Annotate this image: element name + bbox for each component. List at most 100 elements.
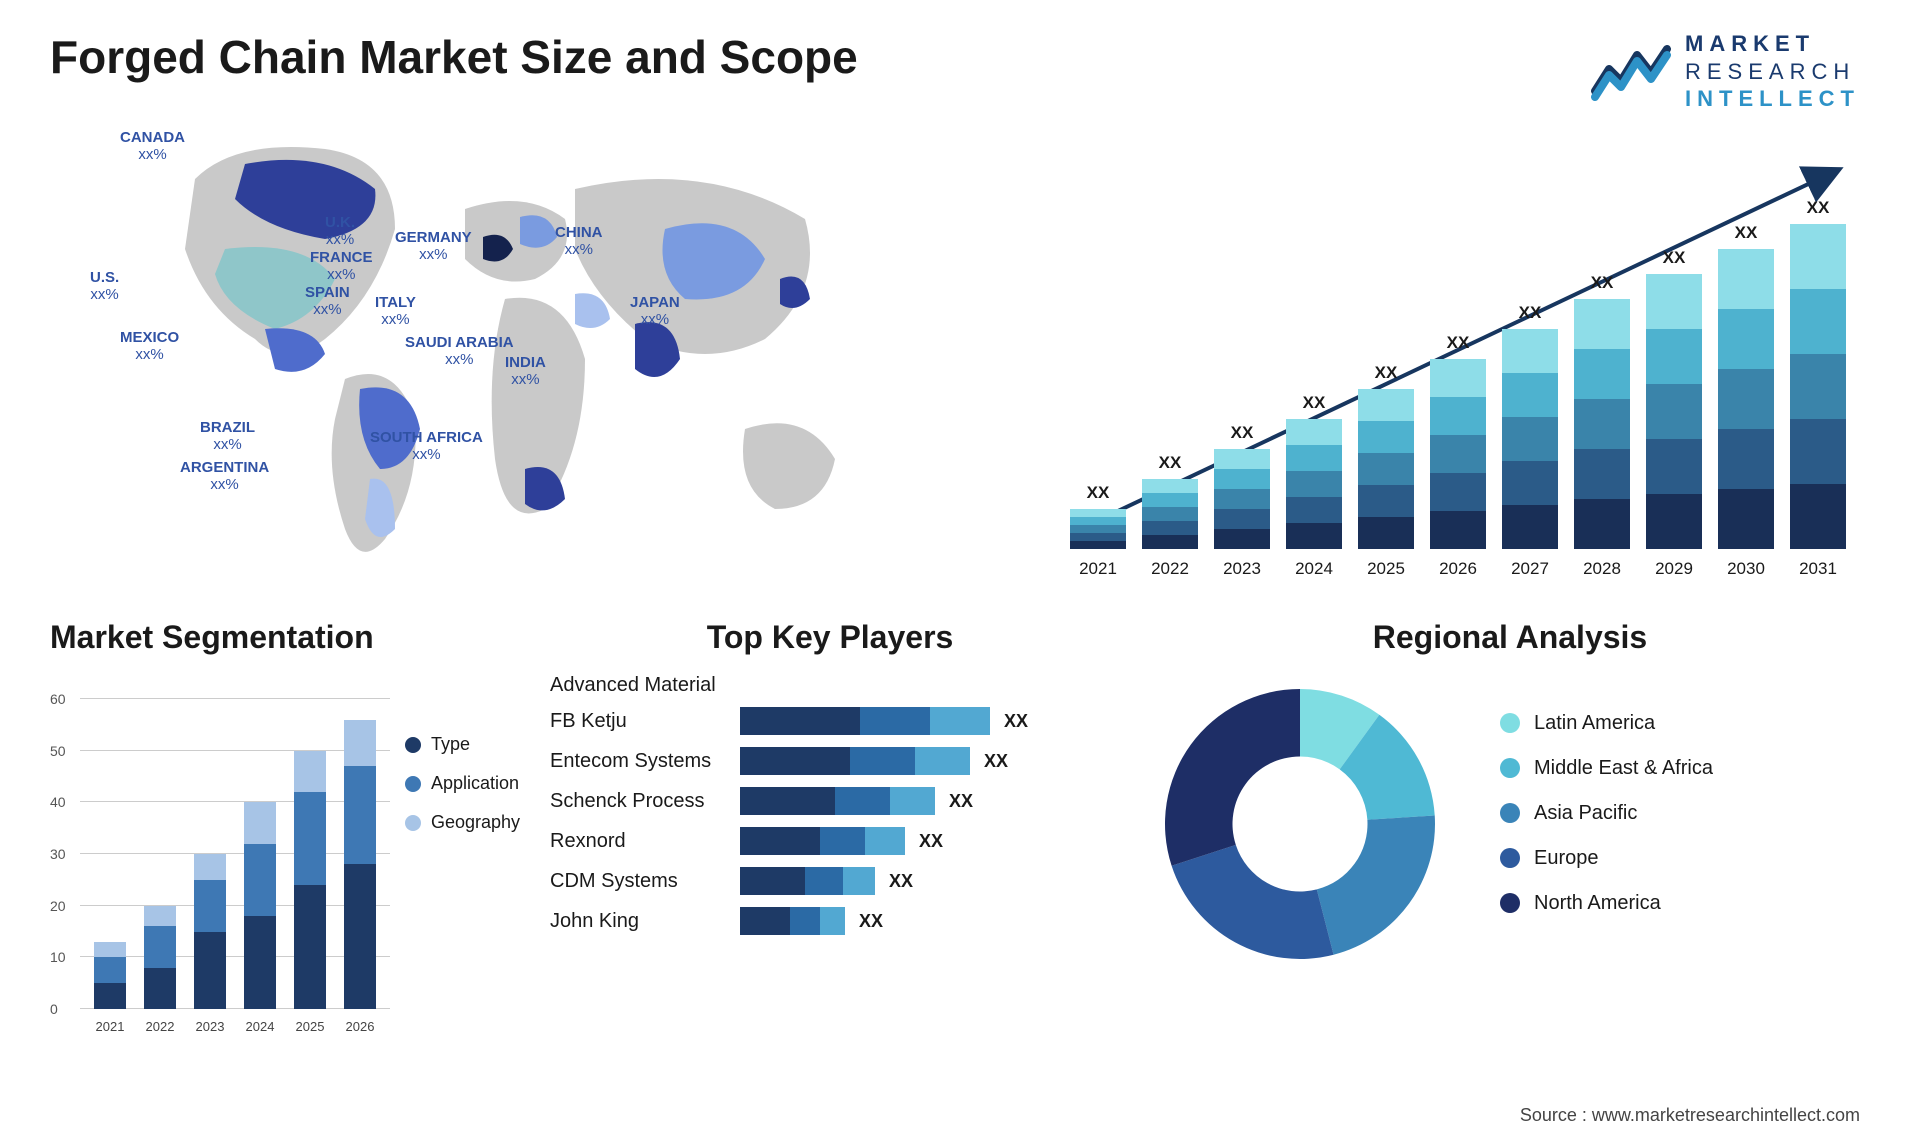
seg-xlabel: 2021 (94, 1019, 126, 1034)
seg-legend-item: Type (405, 734, 520, 755)
seg-xlabel: 2025 (294, 1019, 326, 1034)
map-label-mexico: MEXICOxx% (120, 329, 179, 364)
map-label-south-africa: SOUTH AFRICAxx% (370, 429, 483, 464)
map-label-argentina: ARGENTINAxx% (180, 459, 269, 494)
growth-xlabel: 2028 (1574, 559, 1630, 579)
growth-xlabel: 2023 (1214, 559, 1270, 579)
growth-bar-label: XX (1646, 248, 1702, 268)
player-row: John King XX (550, 907, 1110, 935)
seg-xlabel: 2022 (144, 1019, 176, 1034)
segmentation-title: Market Segmentation (50, 619, 510, 656)
growth-bar-label: XX (1574, 273, 1630, 293)
logo-text-2: RESEARCH (1685, 58, 1860, 86)
donut-slice-europe (1172, 845, 1334, 959)
growth-xlabel: 2030 (1718, 559, 1774, 579)
regional-panel: Regional Analysis Latin America Middle Ea… (1150, 619, 1870, 1079)
donut-slice-asia-pacific (1317, 816, 1435, 955)
players-title: Top Key Players (550, 619, 1110, 656)
growth-xlabel: 2025 (1358, 559, 1414, 579)
seg-ylabel: 40 (50, 794, 66, 810)
player-row: Schenck Process XX (550, 787, 1110, 815)
growth-bar-2031 (1790, 224, 1846, 549)
growth-bar-2030 (1718, 249, 1774, 549)
seg-ylabel: 20 (50, 898, 66, 914)
brand-logo: MARKET RESEARCH INTELLECT (1591, 30, 1860, 113)
seg-bar-2022 (144, 906, 176, 1009)
map-label-u-k-: U.K.xx% (325, 214, 355, 249)
seg-legend-item: Application (405, 773, 520, 794)
regional-title: Regional Analysis (1150, 619, 1870, 656)
growth-bar-2025 (1358, 389, 1414, 549)
region-legend-item: Latin America (1500, 712, 1713, 735)
source-label: Source : www.marketresearchintellect.com (1520, 1105, 1860, 1126)
map-label-italy: ITALYxx% (375, 294, 416, 329)
seg-ylabel: 60 (50, 691, 66, 707)
player-value: XX (1004, 711, 1028, 732)
players-subtitle: Advanced Material (550, 674, 1110, 697)
players-panel: Top Key Players Advanced Material FB Ket… (550, 619, 1110, 1079)
growth-xlabel: 2022 (1142, 559, 1198, 579)
player-name: Rexnord (550, 830, 740, 853)
region-legend-item: North America (1500, 892, 1713, 915)
growth-bar-2022 (1142, 479, 1198, 549)
map-label-germany: GERMANYxx% (395, 229, 472, 264)
growth-bar-2028 (1574, 299, 1630, 549)
growth-xlabel: 2029 (1646, 559, 1702, 579)
logo-text-1: MARKET (1685, 30, 1860, 58)
growth-bar-label: XX (1358, 363, 1414, 383)
player-value: XX (949, 791, 973, 812)
regional-legend: Latin America Middle East & Africa Asia Pa… (1500, 712, 1713, 937)
growth-bar-label: XX (1502, 303, 1558, 323)
seg-xlabel: 2024 (244, 1019, 276, 1034)
growth-bar-2027 (1502, 329, 1558, 549)
world-map-icon (50, 109, 980, 579)
growth-bar-label: XX (1214, 423, 1270, 443)
player-row: FB Ketju XX (550, 707, 1110, 735)
player-name: John King (550, 910, 740, 933)
growth-bar-2026 (1430, 359, 1486, 549)
map-label-saudi-arabia: SAUDI ARABIAxx% (405, 334, 514, 369)
seg-ylabel: 50 (50, 743, 66, 759)
player-name: Entecom Systems (550, 750, 740, 773)
growth-bar-label: XX (1790, 198, 1846, 218)
map-label-japan: JAPANxx% (630, 294, 680, 329)
seg-bar-2021 (94, 942, 126, 1009)
growth-xlabel: 2027 (1502, 559, 1558, 579)
map-label-india: INDIAxx% (505, 354, 546, 389)
map-label-france: FRANCExx% (310, 249, 373, 284)
growth-xlabel: 2031 (1790, 559, 1846, 579)
player-name: FB Ketju (550, 710, 740, 733)
seg-ylabel: 30 (50, 846, 66, 862)
seg-bar-2023 (194, 854, 226, 1009)
donut-slice-north-america (1165, 689, 1300, 866)
seg-bar-2024 (244, 802, 276, 1009)
player-value: XX (859, 911, 883, 932)
growth-bar-label: XX (1070, 483, 1126, 503)
player-value: XX (984, 751, 1008, 772)
growth-bar-label: XX (1430, 333, 1486, 353)
segmentation-legend: TypeApplicationGeography (405, 734, 520, 851)
map-label-spain: SPAINxx% (305, 284, 350, 319)
map-label-brazil: BRAZILxx% (200, 419, 255, 454)
growth-bar-2024 (1286, 419, 1342, 549)
player-name: Schenck Process (550, 790, 740, 813)
player-row: Rexnord XX (550, 827, 1110, 855)
seg-bar-2025 (294, 751, 326, 1009)
region-legend-item: Asia Pacific (1500, 802, 1713, 825)
regional-donut-chart (1150, 674, 1450, 974)
growth-chart-panel: 2021XX2022XX2023XX2024XX2025XX2026XX2027… (1050, 109, 1870, 579)
segmentation-panel: Market Segmentation TypeApplicationGeogr… (50, 619, 510, 1079)
player-value: XX (919, 831, 943, 852)
player-row: CDM SystemsXX (550, 867, 1110, 895)
growth-bar-label: XX (1142, 453, 1198, 473)
player-row: Entecom Systems XX (550, 747, 1110, 775)
map-label-china: CHINAxx% (555, 224, 603, 259)
growth-xlabel: 2021 (1070, 559, 1126, 579)
growth-xlabel: 2026 (1430, 559, 1486, 579)
map-label-u-s-: U.S.xx% (90, 269, 119, 304)
growth-bar-2029 (1646, 274, 1702, 549)
region-legend-item: Middle East & Africa (1500, 757, 1713, 780)
seg-ylabel: 10 (50, 949, 66, 965)
growth-bar-2021 (1070, 509, 1126, 549)
region-legend-item: Europe (1500, 847, 1713, 870)
